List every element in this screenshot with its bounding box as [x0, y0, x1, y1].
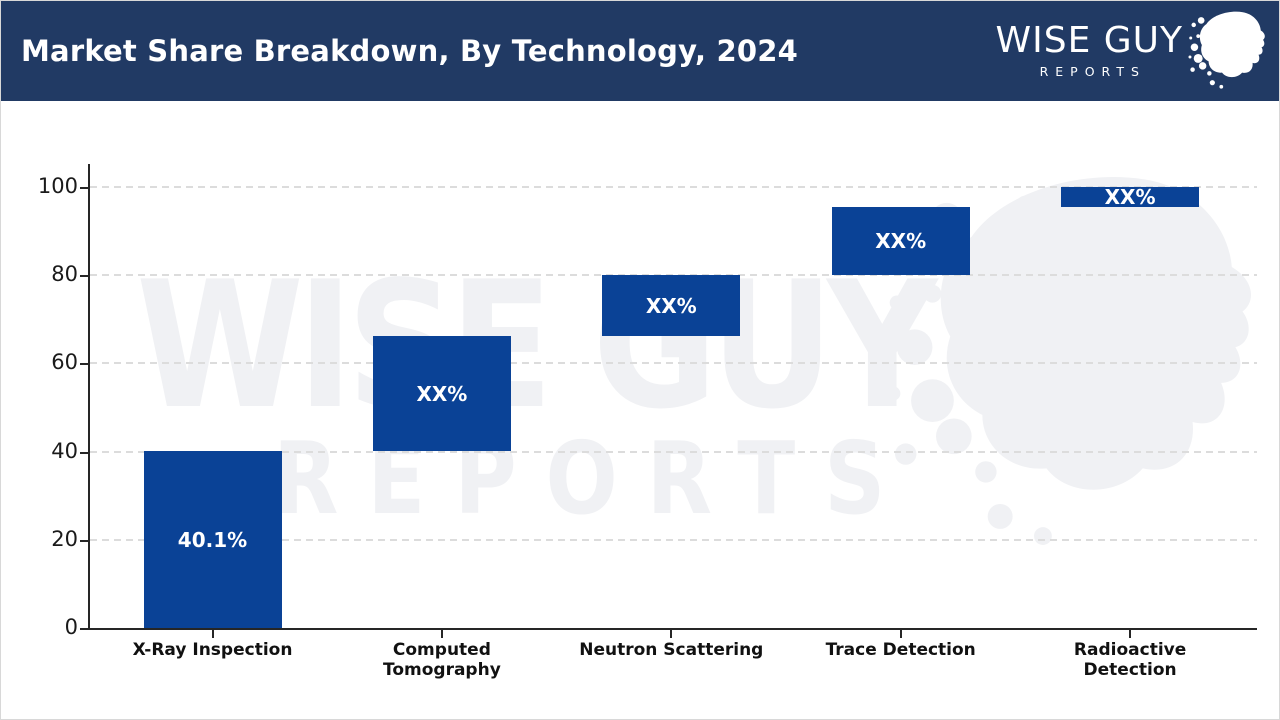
y-tick-label: 40	[51, 438, 78, 463]
bar-value-label: 40.1%	[177, 527, 248, 552]
watermark-text-line1: WISE GUY	[136, 245, 937, 448]
bar-value-label: XX%	[416, 381, 468, 406]
x-tick-mark	[1129, 630, 1132, 638]
category-label-line: Tomography	[382, 660, 501, 681]
y-gridline	[90, 362, 1257, 365]
bar-radioactive-detection: XX%	[1061, 184, 1200, 209]
y-tick-mark	[80, 451, 88, 454]
logo-name: WISE GUY	[995, 20, 1183, 61]
x-tick-mark	[440, 630, 443, 638]
page-title: Market Share Breakdown, By Technology, 2…	[21, 34, 799, 68]
y-tick-label: 80	[51, 262, 78, 287]
y-tick-mark	[80, 275, 88, 278]
wiseguy-logo: WISE GUY REPORTS	[996, 10, 1270, 92]
bar-trace-detection: XX%	[831, 206, 970, 276]
category-label-line: Computed	[392, 640, 491, 660]
y-tick-mark	[80, 187, 88, 189]
x-tick-mark	[670, 630, 673, 638]
category-label: X-Ray Inspection	[98, 640, 328, 660]
category-label-line: Radioactive	[1073, 640, 1187, 660]
logo-text: WISE GUY REPORTS	[995, 20, 1184, 80]
category-label-line: Neutron Scattering	[579, 640, 764, 660]
x-tick-mark	[899, 630, 902, 638]
y-tick-mark	[80, 628, 88, 630]
y-tick-mark	[80, 539, 88, 542]
x-axis-line	[88, 628, 1257, 630]
bar-neutron-scattering: XX%	[602, 275, 741, 337]
y-gridline	[90, 450, 1257, 453]
x-tick-mark	[211, 630, 214, 638]
category-label: Computed Tomography	[327, 640, 557, 680]
y-tick-label: 20	[51, 526, 78, 551]
logo-tagline: REPORTS	[1039, 64, 1146, 79]
header-bar: Market Share Breakdown, By Technology, 2…	[1, 1, 1279, 101]
category-label-line: Trace Detection	[825, 640, 976, 660]
category-label-line: X-Ray Inspection	[132, 640, 293, 660]
y-gridline	[90, 186, 1257, 188]
wiseguy-dot-face-icon	[1188, 11, 1265, 89]
y-tick-label: 60	[51, 350, 78, 375]
y-axis-line	[88, 164, 90, 630]
category-label-line: Detection	[1083, 660, 1177, 681]
y-tick-mark	[80, 363, 88, 366]
y-tick-label: 0	[64, 615, 78, 639]
bar-value-label: XX%	[875, 229, 927, 254]
bar-value-label: XX%	[1104, 184, 1156, 209]
category-label: Neutron Scattering	[556, 640, 786, 660]
y-tick-label: 100	[37, 174, 78, 198]
y-gridline	[90, 538, 1257, 541]
bar-value-label: XX%	[645, 293, 697, 318]
category-label: Radioactive Detection	[1015, 640, 1245, 680]
category-label: Trace Detection	[786, 640, 1016, 660]
bar-computed-tomography: XX%	[372, 336, 511, 452]
watermark-text-line2: REPORTS	[273, 420, 915, 537]
bar-x-ray-inspection: 40.1%	[143, 451, 282, 628]
